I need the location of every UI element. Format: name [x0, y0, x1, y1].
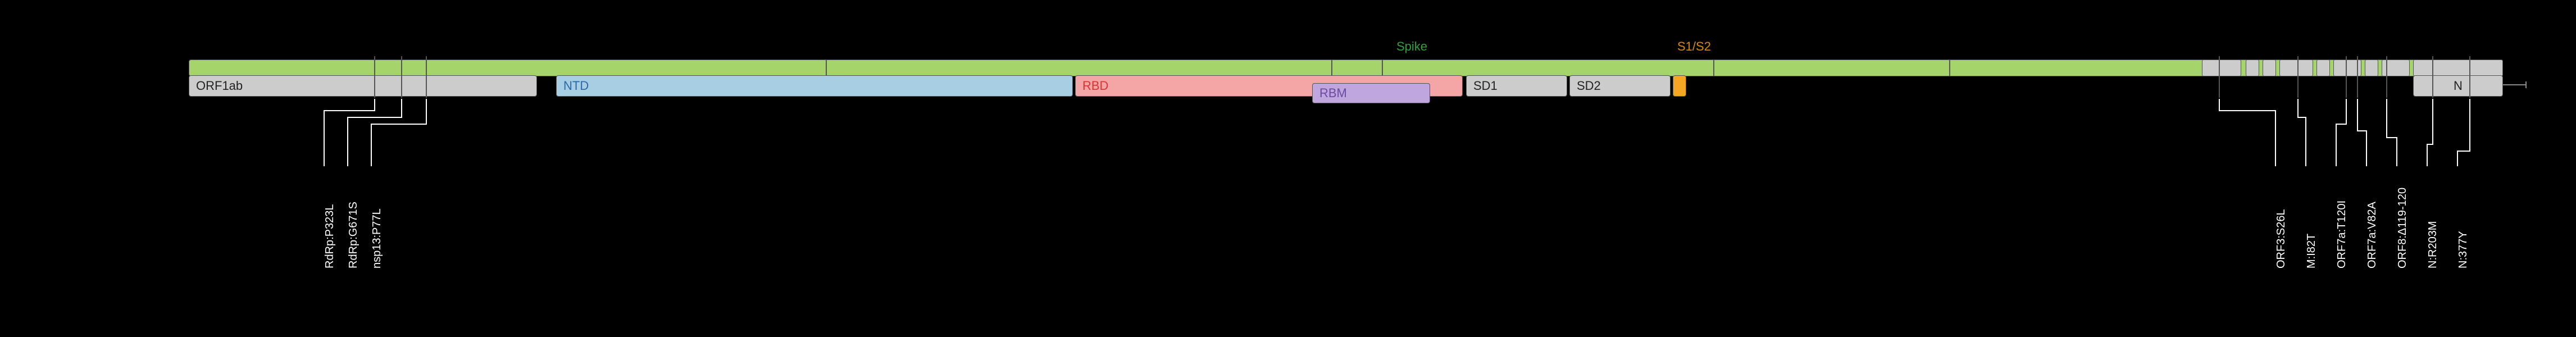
domain-ntd-label: NTD	[557, 79, 589, 93]
mut-right-label-n-377y: N:377Y	[2457, 231, 2470, 268]
mut-right-stem1-n-r203m	[2432, 99, 2433, 144]
mut-right-tick-n-r203m	[2432, 56, 2433, 98]
mut-right-stem2-orf7a-t120i	[2336, 124, 2337, 166]
mut-right-stem2-m-i82t	[2305, 117, 2306, 166]
mut-left-tick-rdrp-g671s	[401, 56, 402, 98]
domain-orf1ab: ORF1ab	[189, 75, 537, 97]
domain-n-label: N	[2454, 79, 2463, 93]
mut-right-horiz-orf8-d119-120	[2386, 137, 2397, 138]
accessory-segment-8	[2413, 60, 2503, 76]
domain-rbd-label: RBD	[1076, 79, 1108, 93]
mut-left-stem1-rdrp-p323l	[374, 99, 375, 110]
domain-n: N	[2413, 75, 2503, 97]
mut-right-tick-n-377y	[2469, 56, 2470, 98]
mut-right-stem1-orf7a-t120i	[2346, 99, 2347, 124]
mut-right-stem2-orf7a-v82a	[2366, 130, 2367, 166]
mut-right-tick-orf3-s26l	[2219, 56, 2220, 98]
mut-left-tick-nsp13-p77l	[426, 56, 427, 98]
end-line	[2503, 84, 2525, 85]
mut-right-horiz-n-377y	[2457, 151, 2470, 152]
mut-right-stem1-m-i82t	[2297, 99, 2299, 117]
mut-right-label-orf7a-v82a: ORF7a:V82A	[2366, 202, 2379, 268]
s1s2-label: S1/S2	[1677, 39, 1711, 54]
domain-sd2-label: SD2	[1570, 79, 1601, 93]
mut-left-stem1-rdrp-g671s	[401, 99, 402, 117]
mut-right-label-orf7a-t120i: ORF7a:T120I	[2336, 201, 2349, 268]
domain-rbm-label: RBM	[1313, 86, 1347, 101]
mut-right-tick-m-i82t	[2297, 56, 2299, 98]
spike-divider-2	[1382, 60, 1383, 76]
accessory-segment-6	[2365, 60, 2378, 76]
mut-right-stem1-n-377y	[2469, 99, 2470, 151]
domain-sd2: SD2	[1569, 75, 1671, 97]
mut-left-label-rdrp-g671s: RdRp:G671S	[347, 202, 360, 268]
spike-divider-0	[826, 60, 827, 76]
mut-right-tick-orf7a-v82a	[2357, 56, 2358, 98]
mut-right-label-n-r203m: N:R203M	[2427, 221, 2440, 268]
domain-rbm: RBM	[1312, 83, 1430, 103]
mut-left-horiz-nsp13-p77l	[371, 124, 427, 125]
mut-right-stem1-orf3-s26l	[2219, 99, 2220, 110]
domain-sd1: SD1	[1466, 75, 1567, 97]
accessory-segment-0	[2202, 60, 2241, 76]
mut-left-label-rdrp-p323l: RdRp:P323L	[324, 204, 336, 268]
domain-orf1ab-label: ORF1ab	[189, 79, 243, 93]
accessory-segment-4	[2316, 60, 2330, 76]
mut-left-horiz-rdrp-p323l	[324, 110, 375, 111]
mut-left-stem2-nsp13-p77l	[371, 124, 372, 166]
domain-sd1-label: SD1	[1467, 79, 1498, 93]
mut-left-stem2-rdrp-p323l	[324, 110, 325, 166]
mut-right-tick-orf7a-t120i	[2346, 56, 2347, 98]
domain-ntd: NTD	[556, 75, 1073, 97]
genome-diagram: Spike S1/S2 ORF1ab NTD RBD RBM SD1 SD2 N RdRp:P32…	[0, 0, 2576, 337]
mut-left-tick-rdrp-p323l	[374, 56, 375, 98]
mut-left-label-nsp13-p77l: nsp13:P77L	[371, 208, 384, 268]
mut-right-label-orf3-s26l: ORF3:S26L	[2275, 209, 2288, 268]
spike-divider-3	[1713, 60, 1714, 76]
mut-right-stem1-orf7a-v82a	[2357, 99, 2358, 130]
mut-left-horiz-rdrp-g671s	[347, 117, 402, 118]
mut-right-stem2-n-377y	[2457, 151, 2458, 166]
mut-right-stem2-orf8-d119-120	[2396, 137, 2397, 166]
spike-track	[189, 60, 2503, 76]
spike-divider-1	[1331, 60, 1332, 76]
domain-s1s2bar	[1673, 75, 1686, 97]
accessory-segment-2	[2263, 60, 2276, 76]
mut-left-stem1-nsp13-p77l	[426, 99, 427, 124]
mut-right-label-m-i82t: M:I82T	[2305, 234, 2318, 268]
spike-divider-4	[1949, 60, 1950, 76]
mut-right-stem2-n-r203m	[2427, 144, 2428, 166]
spike-label: Spike	[1396, 39, 1427, 54]
mut-right-horiz-orf7a-t120i	[2336, 124, 2347, 125]
accessory-segment-1	[2246, 60, 2259, 76]
end-tick	[2525, 81, 2527, 88]
mut-right-stem1-orf8-d119-120	[2386, 99, 2387, 137]
mut-right-stem2-orf3-s26l	[2275, 110, 2276, 166]
mut-right-label-orf8-d119-120: ORF8:Δ119-120	[2396, 188, 2409, 268]
mut-right-horiz-orf3-s26l	[2219, 110, 2276, 111]
accessory-segment-3	[2279, 60, 2313, 76]
mut-right-tick-orf8-d119-120	[2386, 56, 2387, 98]
mut-left-stem2-rdrp-g671s	[347, 117, 348, 166]
